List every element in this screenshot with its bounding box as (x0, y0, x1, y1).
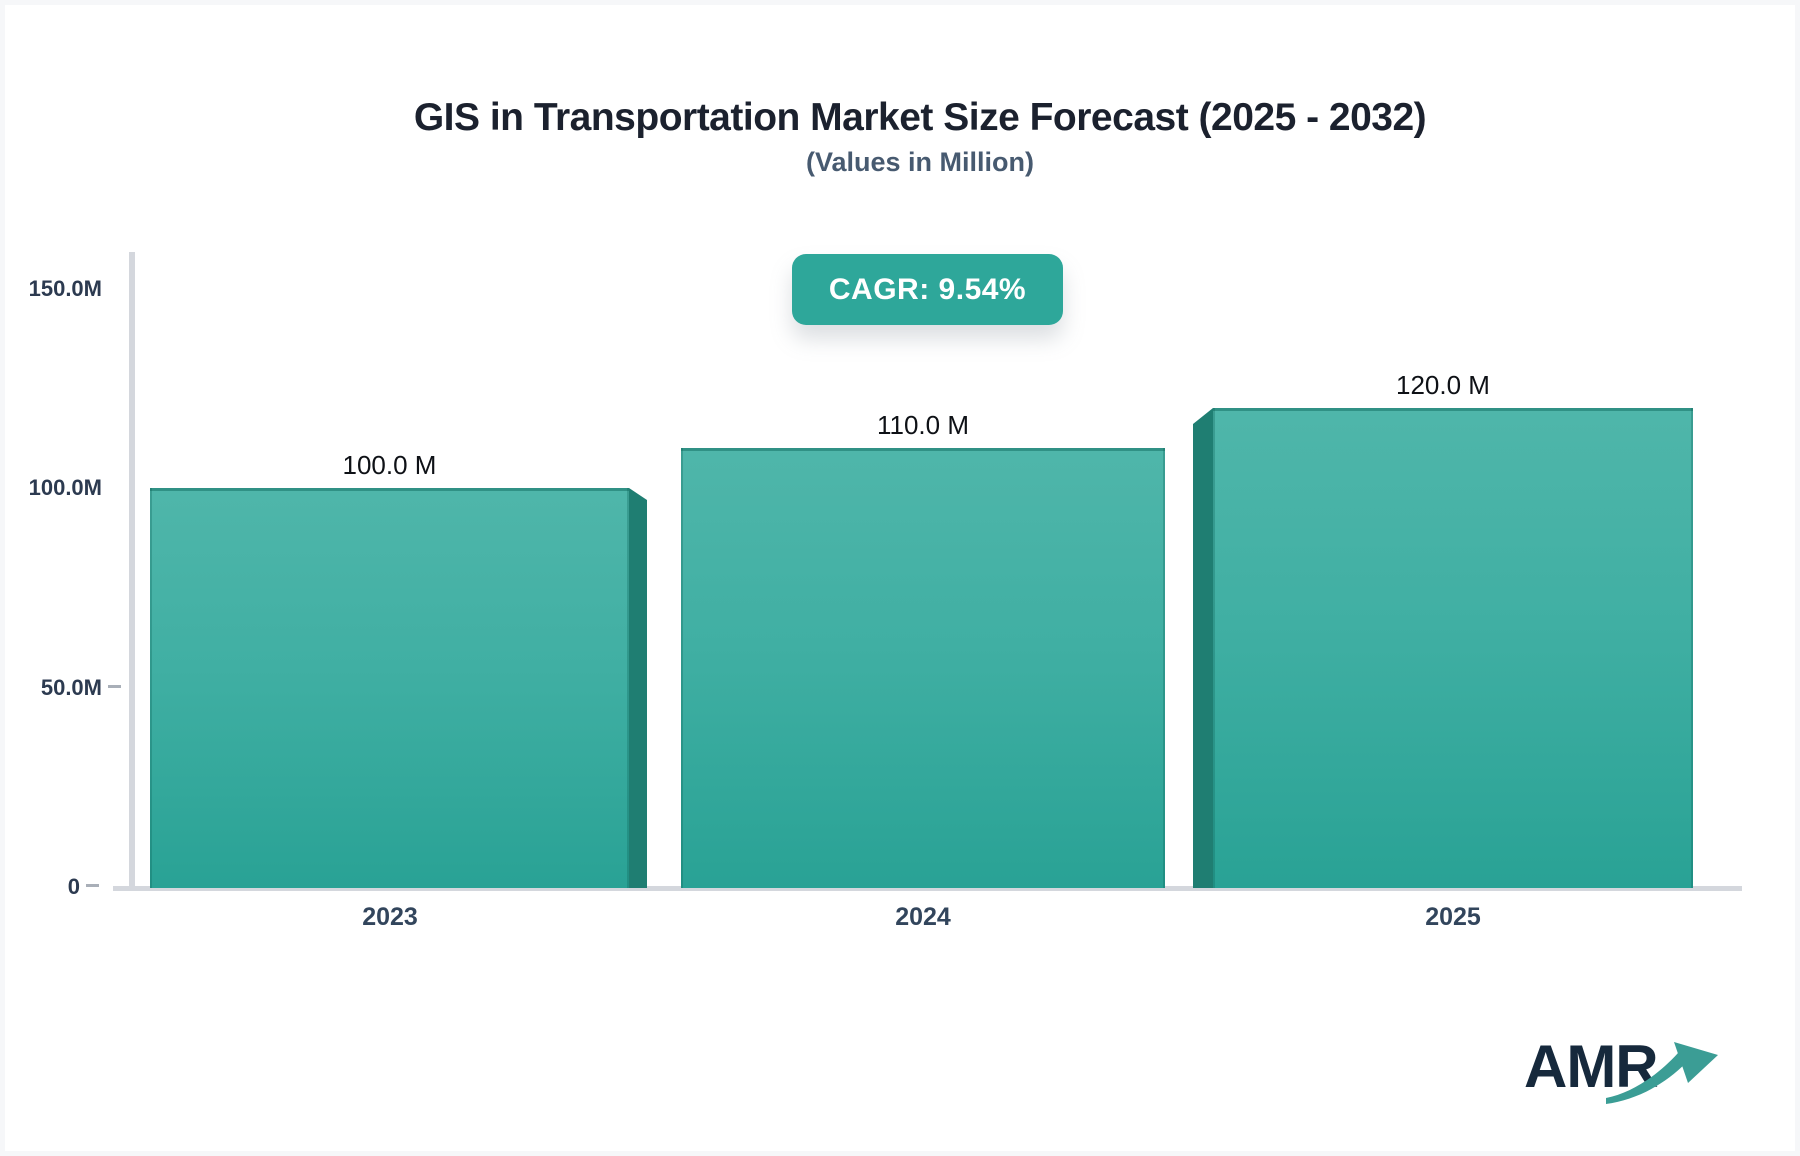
y-tick-mark-0 (86, 884, 99, 887)
bar-2023-3d-side (629, 488, 647, 888)
y-tick-mark-50m (108, 685, 121, 688)
y-tick-150m: 150.0M (28, 276, 102, 301)
y-tick-0: 0 (67, 874, 80, 899)
bar-2023-value-label: 100.0 M (342, 450, 437, 480)
y-axis-line (129, 252, 135, 891)
bar-2025: 120.0 M (1193, 370, 1693, 888)
bar-2025-value-label: 120.0 M (1396, 370, 1490, 400)
x-tick-2024: 2024 (895, 903, 951, 931)
x-tick-2025: 2025 (1425, 903, 1481, 931)
x-tick-2023: 2023 (362, 903, 418, 931)
amr-logo: AMR (1524, 1032, 1734, 1112)
bar-2023: 100.0 M (150, 450, 647, 888)
cagr-badge: CAGR: 9.54% (792, 254, 1063, 325)
y-tick-100m: 100.0M (28, 475, 102, 500)
chart-subtitle: (Values in Million) (805, 147, 1035, 177)
bar-2023-face (150, 488, 629, 888)
bar-2024: 110.0 M (681, 410, 1165, 888)
trend-up-arrow-icon (1606, 1042, 1722, 1106)
bar-2025-face (1213, 408, 1693, 888)
bar-2025-3d-side (1193, 408, 1213, 888)
y-tick-50m: 50.0M (40, 675, 102, 700)
chart-title: GIS in Transportation Market Size Foreca… (413, 96, 1427, 139)
x-axis-line (113, 886, 1742, 891)
bar-2024-face (681, 448, 1165, 888)
bar-2024-value-label: 110.0 M (876, 410, 969, 440)
